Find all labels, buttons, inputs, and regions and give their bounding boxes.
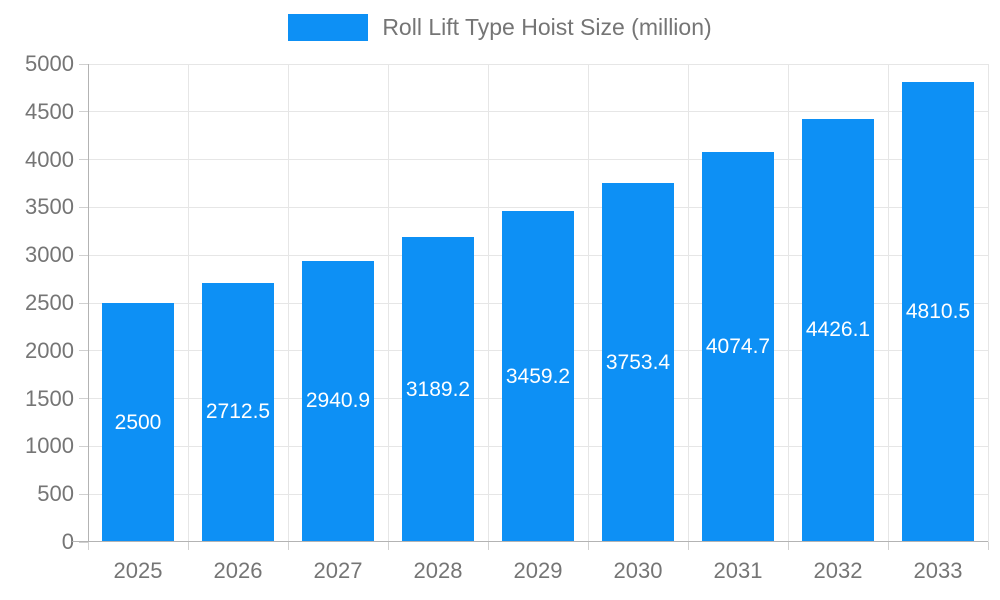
x-gridline [687,64,689,542]
bar-value-label: 4426.1 [805,318,871,342]
y-axis-tick [79,445,88,447]
y-tick-label: 0 [61,529,74,554]
legend-series-label: Roll Lift Type Hoist Size (million) [382,14,712,40]
x-gridline [987,64,989,542]
y-axis-tick [79,398,88,400]
x-axis-tick [687,542,689,550]
x-tick-label: 2033 [913,558,963,583]
bar-2033[interactable] [902,82,974,542]
y-gridline [88,111,988,113]
x-tick-label: 2028 [413,558,463,583]
x-gridline [487,64,489,542]
y-tick-label: 4000 [25,146,74,172]
bar-2030[interactable] [602,183,674,542]
bar-2032[interactable] [802,118,874,542]
x-gridline [887,64,889,542]
x-axis-tick [187,542,189,550]
x-axis-tick [587,542,589,550]
y-tick-label: 1500 [25,385,74,411]
y-axis-tick [79,63,88,65]
x-tick-label: 2031 [713,558,763,583]
y-tick-label: 5000 [25,51,74,76]
y-axis-tick [79,541,88,543]
x-axis-tick [287,542,289,550]
x-tick-label: 2032 [813,558,863,583]
bar-value-label: 2712.5 [205,400,271,424]
y-tick-label: 2000 [25,337,74,363]
legend-color-swatch [288,14,369,41]
x-tick-label: 2026 [213,558,263,583]
x-axis-tick [487,542,489,550]
bar-value-label: 3753.4 [605,350,671,374]
legend: Roll Lift Type Hoist Size (million) [0,14,1000,41]
y-axis-tick [79,159,88,161]
y-axis-line [88,64,89,542]
y-tick-label: 500 [37,481,74,507]
legend-item[interactable]: Roll Lift Type Hoist Size (million) [288,14,712,41]
x-tick-label: 2030 [613,558,663,583]
y-gridline [88,63,988,65]
y-axis-tick [79,350,88,352]
x-tick-label: 2027 [313,558,363,583]
bar-value-label: 4810.5 [905,300,971,324]
y-axis-tick [79,111,88,113]
y-axis-tick [79,206,88,208]
y-axis-tick [79,493,88,495]
y-axis-tick [79,254,88,256]
plot-area: 0 500 1000 1500 2000 2500 3000 3500 4000 4500 5000… [25,51,989,583]
x-axis-tick [387,542,389,550]
x-axis-tick [987,542,989,550]
y-tick-label: 3500 [25,194,74,220]
x-tick-label: 2029 [513,558,563,583]
bar-value-label: 3189.2 [405,377,471,401]
bar-2031[interactable] [702,152,774,542]
y-tick-label: 2500 [25,290,74,315]
x-tick-label: 2025 [113,558,163,583]
y-axis-tick [79,302,88,304]
bar-value-label: 2940.9 [305,389,371,413]
y-tick-label: 4500 [25,98,74,124]
x-gridline [587,64,589,542]
bar-2029[interactable] [502,211,574,542]
bar-value-label: 2500 [114,410,162,434]
bar-2027[interactable] [302,260,374,542]
bar-2026[interactable] [202,282,274,542]
x-gridline [787,64,789,542]
y-tick-label: 1000 [25,433,74,459]
x-axis-tick [887,542,889,550]
bar-value-label: 4074.7 [705,335,771,359]
bar-2025[interactable] [102,303,174,542]
x-gridline [187,64,189,542]
bar-value-label: 3459.2 [505,364,571,388]
x-axis-line [72,541,988,542]
x-axis-tick [87,542,89,550]
x-gridline [287,64,289,542]
x-axis-tick [787,542,789,550]
bar-2028[interactable] [402,237,474,542]
y-tick-label: 3000 [25,242,74,268]
y-gridline [88,206,988,208]
y-gridline [88,159,988,161]
x-gridline [387,64,389,542]
